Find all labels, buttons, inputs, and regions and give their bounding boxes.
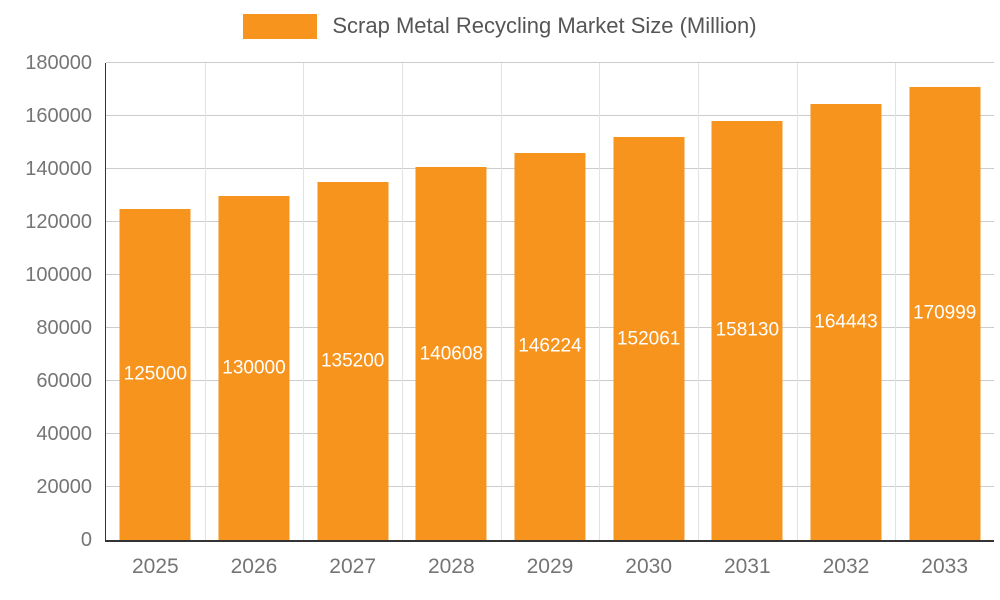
- gridline-vertical: [303, 63, 305, 540]
- x-axis-tick-label: 2028: [427, 555, 475, 578]
- bar-2030[interactable]: [613, 137, 685, 540]
- x-axis-tick-label: 2030: [625, 555, 673, 578]
- gridline-vertical: [500, 63, 502, 540]
- category-slot: 130000 2026: [204, 63, 304, 577]
- x-axis-tick-label: 2033: [921, 555, 969, 578]
- gridline-vertical: [697, 63, 699, 540]
- bar-2027[interactable]: [317, 181, 389, 540]
- y-axis-tick-label: 0: [80, 529, 92, 551]
- category-slot: 158130 2031: [697, 63, 797, 577]
- y-axis-tick-label: 140000: [25, 158, 92, 180]
- y-axis-tick-label: 80000: [36, 317, 92, 339]
- bar-2032[interactable]: [810, 104, 882, 540]
- category-slot: 140608 2028: [401, 63, 501, 577]
- x-axis-tick-label: 2025: [131, 555, 179, 578]
- bar-value-label: 135200: [320, 350, 385, 372]
- gridline-vertical: [204, 63, 206, 540]
- plot-area: 0 20000 40000 60000 80000 100000 120000 140000 1…: [25, 53, 994, 577]
- bar-2031[interactable]: [711, 120, 783, 540]
- x-axis-tick-label: 2027: [329, 555, 377, 578]
- gridline-vertical: [895, 63, 897, 540]
- bar-2033[interactable]: [909, 86, 981, 540]
- gridline-horizontal: [106, 62, 994, 63]
- bar-value-label: 152061: [616, 328, 681, 350]
- category-slot: 170999 2033: [895, 63, 994, 577]
- gridline-vertical: [599, 63, 601, 540]
- gridline-vertical: [796, 63, 798, 540]
- x-axis-tick-label: 2032: [822, 555, 870, 578]
- y-axis-tick-label: 40000: [36, 423, 92, 445]
- x-axis-tick-label: 2029: [526, 555, 574, 578]
- gridline-vertical: [401, 63, 403, 540]
- chart-title: Scrap Metal Recycling Market Size (Milli…: [332, 13, 757, 38]
- bar-2029[interactable]: [514, 152, 586, 540]
- category-slot: 164443 2032: [796, 63, 896, 577]
- category-slot: 125000 2025: [106, 63, 205, 577]
- x-axis-tick-label: 2026: [230, 555, 278, 578]
- y-axis-tick-label: 20000: [36, 476, 92, 498]
- y-axis-tick-label: 180000: [25, 52, 92, 74]
- y-axis-tick-label: 160000: [25, 105, 92, 127]
- y-axis-tick-label: 120000: [25, 211, 92, 234]
- bar-value-label: 146224: [518, 335, 582, 357]
- bar-2028[interactable]: [415, 167, 487, 540]
- category-slot: 152061 2030: [599, 63, 698, 577]
- y-axis-tick-label: 60000: [36, 370, 92, 393]
- x-axis-tick-label: 2031: [723, 555, 771, 578]
- bar-value-label: 125000: [123, 363, 188, 385]
- bar-value-label: 170999: [912, 302, 977, 324]
- bar-2025[interactable]: [119, 208, 191, 540]
- legend: Scrap Metal Recycling Market Size (Milli…: [0, 13, 1000, 39]
- bar-value-label: 130000: [222, 357, 286, 379]
- gridline-horizontal: [106, 115, 994, 116]
- bar-2026[interactable]: [218, 195, 290, 540]
- category-slot: 146224 2029: [500, 63, 600, 577]
- bar-value-label: 158130: [715, 319, 780, 341]
- category-slot: 135200 2027: [303, 63, 402, 577]
- bar-value-label: 164443: [814, 311, 878, 333]
- y-axis-tick-label: 100000: [25, 264, 92, 286]
- bar-value-label: 140608: [419, 343, 484, 365]
- legend-swatch: [243, 13, 318, 39]
